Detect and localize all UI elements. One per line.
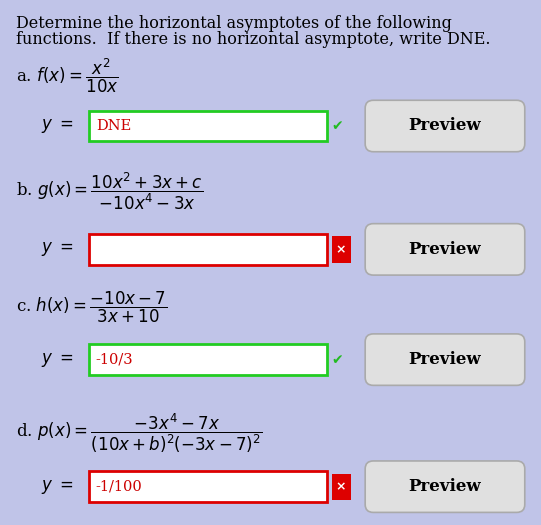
Text: DNE: DNE — [96, 119, 131, 133]
Text: $y\ =$: $y\ =$ — [41, 478, 74, 496]
Text: functions.  If there is no horizontal asymptote, write DNE.: functions. If there is no horizontal asy… — [16, 32, 491, 48]
Text: d. $p(x) = \dfrac{-3x^4 - 7x}{(10x + b)^2(- 3x - 7)^2}$: d. $p(x) = \dfrac{-3x^4 - 7x}{(10x + b)^… — [16, 412, 262, 455]
Bar — [89, 234, 327, 265]
Text: $y\ =$: $y\ =$ — [41, 351, 74, 369]
Text: $y\ =$: $y\ =$ — [41, 240, 74, 258]
Text: ×: × — [336, 480, 346, 493]
Text: ×: × — [336, 243, 346, 256]
Text: -1/100: -1/100 — [96, 480, 142, 494]
Text: ✔: ✔ — [332, 119, 343, 133]
Text: c. $h(x) = \dfrac{-10x - 7}{3x + 10}$: c. $h(x) = \dfrac{-10x - 7}{3x + 10}$ — [16, 289, 168, 325]
FancyBboxPatch shape — [365, 100, 525, 152]
FancyBboxPatch shape — [365, 334, 525, 385]
Text: Determine the horizontal asymptotes of the following: Determine the horizontal asymptotes of t… — [16, 15, 452, 32]
Text: ✔: ✔ — [332, 353, 343, 366]
Text: Preview: Preview — [408, 351, 481, 368]
Text: -10/3: -10/3 — [96, 353, 134, 366]
Text: a. $f(x) = \dfrac{x^2}{10x}$: a. $f(x) = \dfrac{x^2}{10x}$ — [16, 57, 119, 95]
Bar — [89, 111, 327, 141]
Text: Preview: Preview — [408, 478, 481, 495]
FancyBboxPatch shape — [365, 224, 525, 275]
Text: $y\ =$: $y\ =$ — [41, 117, 74, 135]
Text: b. $g(x) = \dfrac{10x^2 + 3x + c}{-10x^4 - 3x}$: b. $g(x) = \dfrac{10x^2 + 3x + c}{-10x^4… — [16, 171, 203, 212]
FancyBboxPatch shape — [365, 461, 525, 512]
Bar — [332, 474, 351, 500]
Text: Preview: Preview — [408, 118, 481, 134]
Bar — [332, 236, 351, 262]
Bar — [89, 471, 327, 502]
Bar — [89, 344, 327, 375]
Text: Preview: Preview — [408, 241, 481, 258]
